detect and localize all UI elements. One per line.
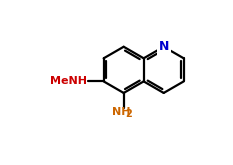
Text: MeNH: MeNH [50,76,87,86]
Text: N: N [158,40,169,53]
Text: NH: NH [112,107,131,117]
Text: 2: 2 [126,109,132,119]
